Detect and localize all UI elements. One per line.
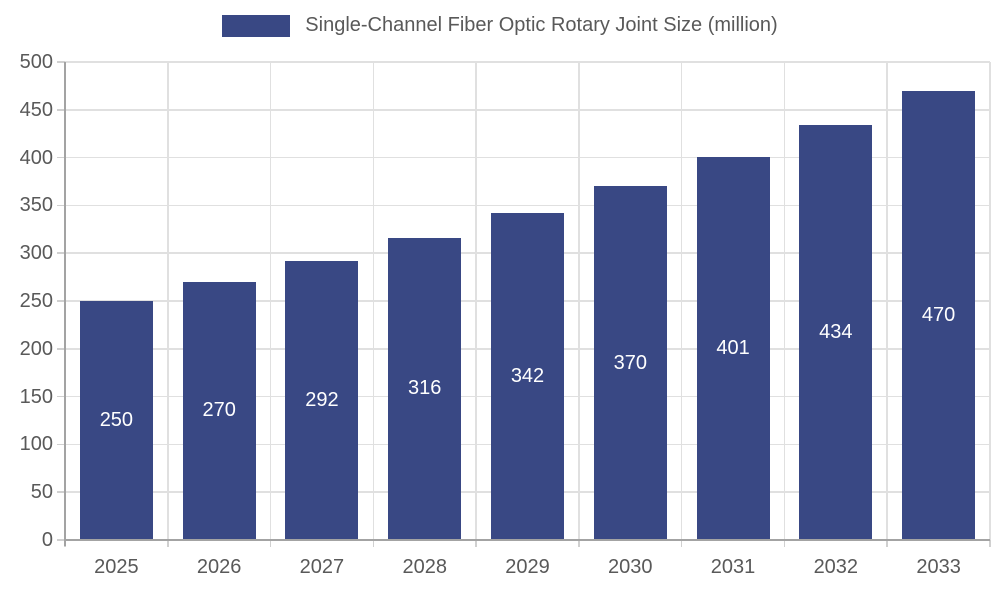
bar-value-label: 270	[202, 399, 236, 422]
x-axis-tick	[269, 540, 272, 547]
x-tick-label: 2029	[505, 556, 550, 578]
y-tick-label: 500	[19, 51, 53, 73]
bar-value-label: 250	[99, 409, 134, 431]
y-axis-tick	[57, 61, 65, 63]
bar-value-label: 316	[408, 377, 442, 400]
bar: 270	[182, 281, 256, 540]
x-axis-line	[65, 539, 990, 541]
y-axis-tick	[57, 300, 65, 302]
y-tick-label: 100	[19, 433, 53, 456]
x-tick-label: 2032	[813, 556, 859, 578]
y-axis-tick	[57, 109, 65, 111]
y-tick-label: 250	[19, 290, 53, 312]
y-axis-tick	[57, 348, 65, 350]
bar: 370	[593, 186, 667, 540]
x-tick-label: 2026	[196, 556, 242, 578]
x-tick-label: 2025	[94, 556, 139, 578]
y-grid-line	[65, 156, 990, 159]
y-axis-tick	[57, 443, 65, 446]
bar-value-label: 470	[921, 303, 956, 326]
legend-swatch	[222, 14, 291, 37]
bar-value-label: 370	[613, 351, 647, 374]
bar: 401	[696, 156, 770, 540]
bar: 470	[902, 90, 976, 540]
y-tick-label: 300	[19, 242, 53, 265]
x-grid-line	[989, 62, 991, 540]
y-tick-label: 150	[19, 385, 53, 408]
x-axis-tick	[578, 540, 580, 547]
x-axis-tick	[783, 540, 786, 547]
bar: 316	[388, 237, 462, 540]
bar-value-label: 292	[305, 388, 339, 411]
x-axis-tick	[372, 540, 375, 547]
bar: 342	[491, 213, 564, 540]
x-axis-tick	[167, 540, 169, 547]
x-axis-tick	[680, 540, 683, 547]
y-grid-line	[65, 109, 990, 111]
x-grid-line	[372, 62, 375, 540]
y-axis-tick	[57, 539, 65, 541]
bar-value-label: 434	[819, 321, 853, 344]
x-grid-line	[886, 62, 888, 540]
bar: 434	[799, 125, 873, 540]
y-axis-tick	[57, 156, 65, 159]
x-axis-tick	[886, 540, 888, 547]
y-axis-tick	[57, 395, 65, 398]
y-tick-label: 50	[30, 481, 53, 504]
bar-value-label: 401	[716, 336, 750, 359]
x-axis-tick	[475, 540, 477, 547]
x-grid-line	[269, 62, 272, 540]
legend: Single-Channel Fiber Optic Rotary Joint …	[0, 14, 1000, 37]
x-tick-label: 2028	[402, 556, 447, 578]
bar: 292	[285, 260, 359, 540]
y-axis-tick	[57, 491, 65, 493]
x-grid-line	[680, 62, 683, 540]
y-axis-line	[64, 62, 66, 546]
x-tick-label: 2027	[299, 556, 345, 578]
y-grid-line	[65, 204, 990, 207]
y-tick-label: 200	[19, 337, 53, 360]
x-grid-line	[475, 62, 477, 540]
y-tick-label: 0	[41, 529, 53, 551]
legend-item[interactable]: Single-Channel Fiber Optic Rotary Joint …	[222, 14, 778, 37]
y-axis-tick	[57, 204, 65, 207]
y-tick-label: 400	[19, 146, 53, 169]
y-tick-label: 450	[19, 98, 53, 121]
x-tick-label: 2033	[916, 556, 961, 578]
bar-value-label: 342	[510, 365, 545, 388]
x-grid-line	[167, 62, 169, 540]
x-grid-line	[578, 62, 580, 540]
x-grid-line	[783, 62, 786, 540]
plot-area: 0 50 100 150 200 250 300 350 400 450 500 250 2025 270…	[20, 51, 991, 578]
y-tick-label: 350	[19, 194, 53, 217]
y-grid-line	[65, 61, 990, 63]
y-axis-tick	[57, 252, 65, 254]
x-tick-label: 2030	[608, 556, 653, 578]
bar: 250	[79, 301, 153, 540]
x-axis-tick	[989, 540, 991, 547]
x-tick-label: 2031	[710, 556, 756, 578]
legend-label: Single-Channel Fiber Optic Rotary Joint …	[305, 14, 778, 36]
